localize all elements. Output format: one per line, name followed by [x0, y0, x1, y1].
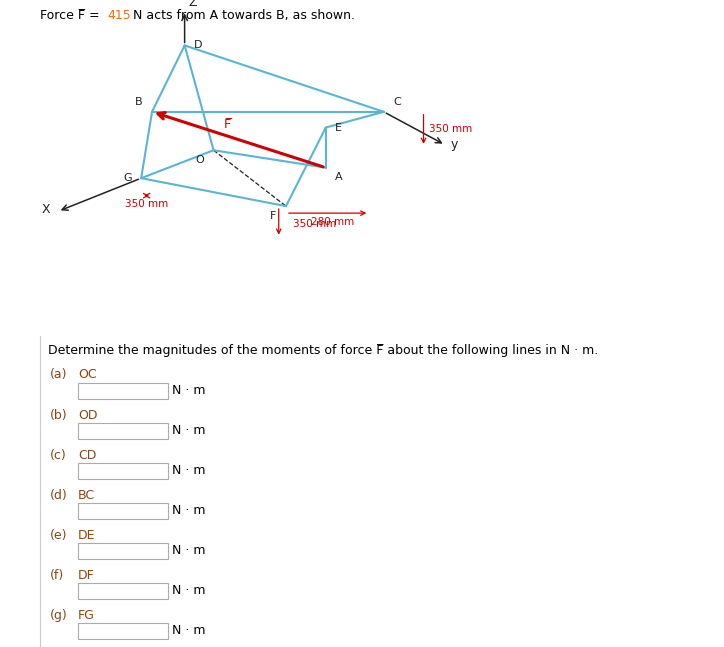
- Text: X: X: [42, 203, 51, 216]
- FancyBboxPatch shape: [78, 503, 168, 519]
- Text: E: E: [335, 122, 342, 133]
- Text: G: G: [123, 173, 132, 183]
- Text: (f): (f): [50, 569, 64, 582]
- Text: D: D: [194, 40, 203, 50]
- FancyBboxPatch shape: [78, 543, 168, 559]
- Text: 415: 415: [107, 9, 131, 22]
- FancyBboxPatch shape: [78, 382, 168, 399]
- Text: N · m: N · m: [172, 544, 206, 557]
- FancyBboxPatch shape: [78, 463, 168, 479]
- Text: DE: DE: [78, 529, 96, 542]
- FancyBboxPatch shape: [78, 623, 168, 639]
- Text: Determine the magnitudes of the moments of force F̅ about the following lines in: Determine the magnitudes of the moments …: [48, 344, 598, 357]
- Text: N · m: N · m: [172, 464, 206, 477]
- Text: Z: Z: [188, 0, 197, 9]
- Text: (a): (a): [50, 369, 67, 382]
- Text: B: B: [135, 97, 143, 107]
- Text: OC: OC: [78, 369, 96, 382]
- Text: 350 mm: 350 mm: [429, 124, 473, 135]
- Text: DF: DF: [78, 569, 95, 582]
- Text: N · m: N · m: [172, 624, 206, 637]
- Text: 280 mm: 280 mm: [311, 217, 355, 226]
- Text: (b): (b): [50, 408, 67, 422]
- Text: A: A: [335, 172, 343, 182]
- Text: (e): (e): [50, 529, 67, 542]
- Text: CD: CD: [78, 448, 96, 462]
- Text: (d): (d): [50, 488, 68, 501]
- Text: F̅: F̅: [224, 118, 232, 131]
- FancyBboxPatch shape: [78, 422, 168, 439]
- Text: 350 mm: 350 mm: [125, 199, 168, 209]
- Text: N acts from A towards B, as shown.: N acts from A towards B, as shown.: [129, 9, 355, 22]
- Text: N · m: N · m: [172, 584, 206, 597]
- Text: F: F: [270, 211, 277, 221]
- Text: 350 mm: 350 mm: [293, 219, 337, 228]
- Text: N · m: N · m: [172, 424, 206, 437]
- Text: N · m: N · m: [172, 504, 206, 517]
- Text: y: y: [451, 138, 458, 151]
- Text: (g): (g): [50, 609, 68, 622]
- FancyBboxPatch shape: [78, 583, 168, 599]
- Text: BC: BC: [78, 488, 95, 501]
- Text: (c): (c): [50, 448, 67, 462]
- Text: OD: OD: [78, 408, 98, 422]
- Text: N · m: N · m: [172, 384, 206, 397]
- Text: C: C: [393, 97, 401, 107]
- Text: FG: FG: [78, 609, 95, 622]
- Text: Force F̅ =: Force F̅ =: [40, 9, 104, 22]
- Text: O: O: [195, 155, 204, 165]
